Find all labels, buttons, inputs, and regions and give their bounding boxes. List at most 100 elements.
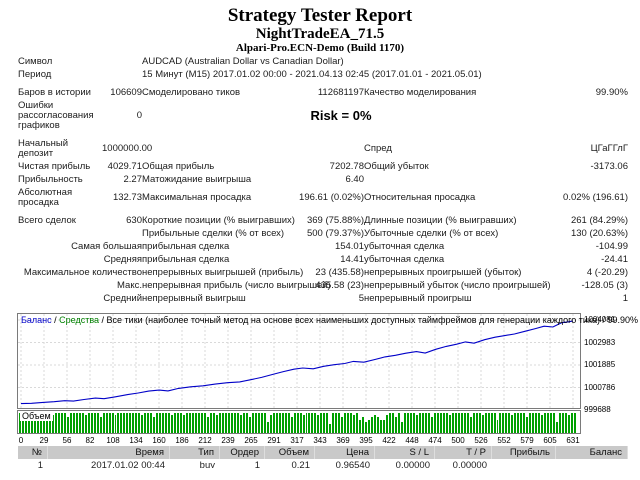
stat-row: Всего сделок 630 Короткие позиции (% выигр…: [18, 216, 628, 226]
volume-bar: [457, 413, 460, 433]
stat-row: Прибыльные сделки (% от всех) 500 (79.37%…: [18, 229, 628, 239]
volume-bar: [60, 413, 63, 433]
volume-bar: [517, 413, 520, 433]
deals-column-header: Тип: [170, 446, 220, 459]
volume-bar: [505, 413, 508, 433]
volume-bar: [78, 413, 81, 433]
stat-cell: 132.73: [112, 192, 142, 203]
deal-cell: 0.21: [291, 460, 311, 468]
volume-bar: [156, 413, 159, 433]
legend-equity: Средства: [59, 315, 100, 325]
volume-bar: [272, 413, 275, 433]
volume-bar: [535, 413, 538, 433]
stat-cell: Чистая прибыль: [18, 161, 91, 172]
stat-cell: 4 (-20.29): [586, 267, 628, 278]
volume-bar: [401, 421, 403, 433]
stat-cell: Макс.: [117, 280, 142, 291]
stat-cell: Спред: [364, 143, 392, 154]
volume-bar: [463, 413, 466, 433]
x-tick-label: 422: [382, 436, 396, 445]
volume-bar: [511, 415, 514, 433]
deals-column-header: Время: [48, 446, 170, 459]
volume-bar: [383, 419, 386, 433]
stat-cell: 14.41: [340, 254, 364, 265]
deal-row: 1 2017.01.02 00:44 buy 1 0.21 0.96540 0.00000 0…: [18, 459, 628, 468]
volume-bar: [544, 413, 547, 433]
volume-bar: [409, 413, 412, 433]
stat-row: Самая большая прибыльная сделка 154.01 убыт…: [18, 242, 628, 252]
volume-bar: [150, 413, 153, 433]
x-tick-label: 291: [267, 436, 281, 445]
volume-bar: [356, 413, 359, 433]
volume-bar: [162, 413, 165, 433]
volume-bar: [123, 413, 126, 433]
volume-bar: [499, 413, 502, 433]
volume-bar: [248, 417, 251, 433]
volume-bar: [39, 413, 42, 433]
deals-column-header: Объем: [265, 446, 315, 459]
deals-column-header: №: [18, 446, 48, 459]
volume-bar: [117, 413, 120, 433]
volume-bar: [341, 417, 344, 433]
volume-panel: Объем: [17, 410, 581, 434]
volume-bar: [433, 413, 436, 433]
stat-row: Средняя прибыльная сделка 14.41 убыточная с…: [18, 255, 628, 265]
volume-bar: [481, 415, 484, 433]
volume-bar: [296, 413, 299, 433]
volume-bar: [320, 413, 323, 433]
risk-note: Risk = 0%: [310, 108, 372, 123]
volume-bar: [532, 413, 535, 433]
stat-cell: Прибыльные сделки (% от всех): [142, 228, 285, 239]
stat-cell: Максимальная просадка: [142, 192, 252, 203]
volume-bar: [427, 413, 430, 433]
stat-cell: Длинные позиции (% выигравших): [364, 215, 517, 226]
volume-bar: [332, 413, 335, 433]
x-tick-label: 579: [520, 436, 534, 445]
x-tick-label: 29: [39, 436, 49, 445]
server-build: Alpari-Pro.ECN-Demo (Build 1170): [235, 42, 405, 54]
volume-bar: [424, 413, 427, 433]
deal-cell: [492, 459, 556, 468]
volume-bar: [147, 413, 150, 433]
volume-bar: [57, 413, 60, 433]
stat-cell: 0: [136, 110, 142, 121]
volume-bar: [54, 413, 57, 433]
volume-bar: [490, 413, 493, 433]
stats-table: Символ AUDCAD (Australian Dollar vs Canad…: [18, 57, 628, 307]
volume-bar: [96, 413, 99, 433]
stat-cell: -24.41: [601, 254, 628, 265]
volume-bar: [556, 421, 559, 433]
volume-bar: [141, 415, 144, 433]
stat-cell: прибыльная сделка: [142, 241, 230, 252]
stat-cell: Всего сделок: [18, 215, 76, 226]
volume-bar: [27, 413, 30, 433]
y-tick-label: 999688: [584, 405, 611, 414]
volume-bar: [45, 413, 48, 433]
volume-bar: [168, 413, 171, 433]
stat-cell: Начальный депозит: [18, 138, 69, 159]
volume-bar: [550, 413, 553, 433]
volume-bar: [19, 413, 21, 433]
stat-cell: убыточная сделка: [364, 241, 445, 252]
stat-cell: Относительная просадка: [364, 192, 476, 203]
volume-bar: [260, 413, 263, 433]
volume-bar: [114, 415, 117, 433]
stat-cell: Средняя: [103, 254, 142, 265]
volume-bar: [99, 417, 102, 433]
legend-separator: /: [99, 315, 107, 325]
deal-cell: 0.00000: [452, 460, 487, 468]
volume-bar: [460, 413, 463, 433]
stat-cell: Общий убыток: [364, 161, 429, 172]
volume-bar: [305, 413, 308, 433]
x-tick-label: 369: [336, 436, 350, 445]
volume-bar: [362, 417, 365, 433]
volume-bar: [421, 413, 424, 433]
volume-bar: [195, 413, 198, 433]
stat-cell: 154.01: [334, 241, 364, 252]
stat-cell: непрерывных проигрышей (убыток): [364, 267, 522, 278]
volume-bar: [559, 413, 562, 433]
volume-bar: [371, 417, 374, 433]
report-title: Strategy Tester Report: [227, 5, 413, 26]
balance-chart: Баланс / Средства / Все тики (наиболее т…: [17, 313, 638, 409]
